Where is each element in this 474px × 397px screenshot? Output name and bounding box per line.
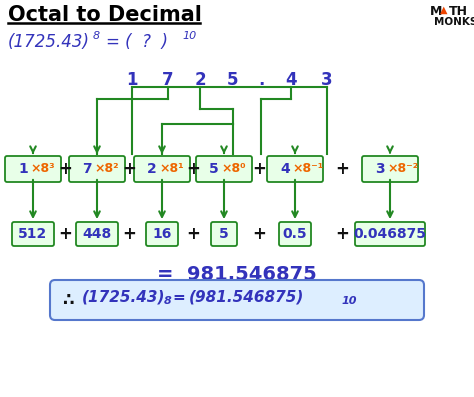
Text: 4: 4 (285, 71, 297, 89)
Text: 448: 448 (82, 227, 111, 241)
Text: (981.546875): (981.546875) (189, 289, 304, 304)
Text: 7: 7 (82, 162, 92, 176)
FancyBboxPatch shape (76, 222, 118, 246)
Text: 4: 4 (280, 162, 290, 176)
Text: 10: 10 (342, 296, 357, 306)
Text: +: + (123, 160, 137, 178)
Text: +: + (123, 225, 137, 243)
FancyBboxPatch shape (267, 156, 323, 182)
Text: 1: 1 (18, 162, 28, 176)
FancyBboxPatch shape (12, 222, 54, 246)
Text: 512: 512 (18, 227, 47, 241)
FancyBboxPatch shape (196, 156, 252, 182)
Text: 3: 3 (321, 71, 333, 89)
FancyBboxPatch shape (69, 156, 125, 182)
Text: (1725.43): (1725.43) (8, 33, 90, 51)
Text: +: + (58, 160, 72, 178)
Text: ∴: ∴ (62, 291, 73, 309)
Text: 0.5: 0.5 (283, 227, 307, 241)
Text: +: + (58, 225, 72, 243)
Text: 3: 3 (375, 162, 385, 176)
Text: M: M (430, 5, 442, 18)
Text: 16: 16 (152, 227, 172, 241)
FancyBboxPatch shape (211, 222, 237, 246)
Text: +: + (253, 160, 266, 178)
Text: 2: 2 (147, 162, 157, 176)
Text: ×8⁻¹: ×8⁻¹ (292, 162, 323, 175)
FancyBboxPatch shape (134, 156, 190, 182)
FancyBboxPatch shape (50, 280, 424, 320)
Text: +: + (336, 225, 349, 243)
Text: MONKS: MONKS (434, 17, 474, 27)
Text: TH: TH (449, 5, 468, 18)
Text: +: + (253, 225, 266, 243)
Text: =: = (173, 289, 191, 304)
FancyBboxPatch shape (355, 222, 425, 246)
Text: 7: 7 (162, 71, 174, 89)
Text: .: . (258, 71, 264, 89)
Text: ×8²: ×8² (94, 162, 118, 175)
Text: ×8⁰: ×8⁰ (221, 162, 246, 175)
Text: = (  ?  ): = ( ? ) (106, 33, 168, 51)
Text: =  981.546875: = 981.546875 (157, 264, 317, 283)
Text: 10: 10 (182, 31, 196, 41)
Text: (1725.43): (1725.43) (82, 289, 165, 304)
Text: 5: 5 (227, 71, 239, 89)
Text: ▲: ▲ (440, 5, 447, 15)
Text: Octal to Decimal: Octal to Decimal (8, 5, 202, 25)
Text: 5: 5 (219, 227, 229, 241)
Text: 8: 8 (93, 31, 100, 41)
Text: 2: 2 (194, 71, 206, 89)
Text: +: + (186, 225, 200, 243)
FancyBboxPatch shape (146, 222, 178, 246)
Text: ×8³: ×8³ (30, 162, 55, 175)
Text: +: + (186, 160, 200, 178)
Text: 1: 1 (126, 71, 138, 89)
FancyBboxPatch shape (279, 222, 311, 246)
Text: ×8¹: ×8¹ (159, 162, 183, 175)
Text: 8: 8 (164, 296, 172, 306)
Text: 5: 5 (209, 162, 219, 176)
Text: +: + (336, 160, 349, 178)
FancyBboxPatch shape (362, 156, 418, 182)
FancyBboxPatch shape (5, 156, 61, 182)
Text: ×8⁻²: ×8⁻² (387, 162, 418, 175)
Text: 0.046875: 0.046875 (354, 227, 427, 241)
